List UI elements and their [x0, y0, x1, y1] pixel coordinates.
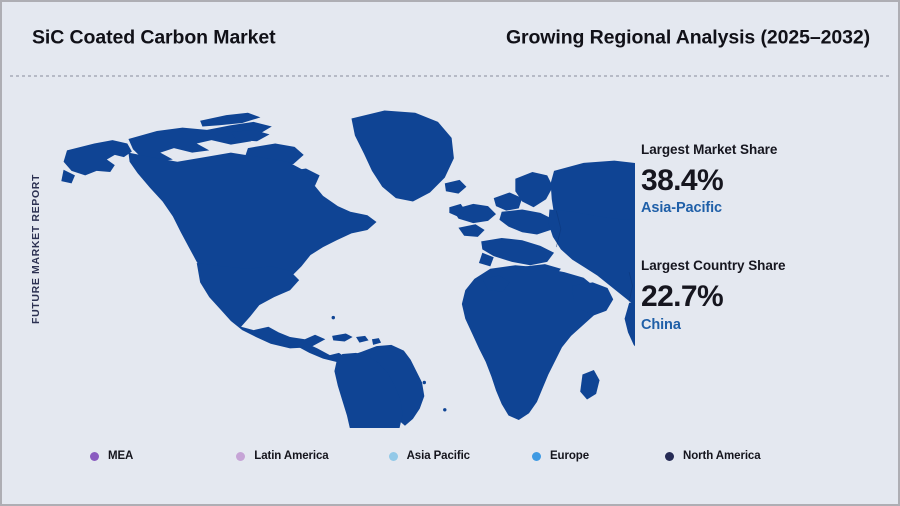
- legend-item-asia-pacific: Asia Pacific: [388, 450, 470, 462]
- stat-value: 38.4%: [641, 164, 724, 197]
- header-subtitle: Growing Regional Analysis (2025–2032): [505, 26, 870, 49]
- stat-subtitle: Asia-Pacific: [641, 200, 723, 217]
- map-legend: MEA Latin America Asia Pacific Europe No…: [90, 450, 761, 462]
- map-landmasses: [61, 110, 635, 428]
- stat-label: Largest Country Share: [641, 258, 786, 274]
- map-internal-borders: [555, 210, 633, 302]
- world-map-svg: [61, 110, 635, 428]
- legend-label: MEA: [108, 450, 134, 462]
- legend-item-latin-america: Latin America: [236, 450, 329, 462]
- legend-item-north-america: North America: [664, 450, 761, 462]
- legend-dot-icon: [664, 451, 674, 461]
- page-title: SiC Coated Carbon Market: [32, 26, 276, 49]
- legend-dot-icon: [531, 451, 541, 461]
- legend-label: Latin America: [254, 450, 329, 462]
- stat-label: Largest Market Share: [641, 142, 778, 157]
- legend-item-mea: MEA: [90, 450, 133, 462]
- legend-dot-icon: [388, 451, 398, 461]
- legend-item-europe: Europe: [531, 450, 589, 462]
- stat-subtitle: China: [641, 316, 681, 333]
- stat-value: 22.7%: [641, 280, 724, 314]
- stat-block-country-share: Largest Country Share 22.7% China: [641, 258, 891, 332]
- world-map: [60, 98, 635, 428]
- stat-block-market-share: Largest Market Share 38.4% Asia-Pacific: [641, 142, 891, 216]
- stats-panel: Largest Market Share 38.4% Asia-Pacific …: [641, 142, 891, 333]
- legend-dot-icon: [236, 451, 246, 461]
- header-divider: [10, 75, 890, 77]
- legend-label: Europe: [549, 450, 589, 462]
- brand-watermark: FUTURE MARKET REPORT: [30, 173, 42, 324]
- legend-label: North America: [682, 450, 761, 462]
- legend-dot-icon: [90, 451, 99, 461]
- header: SiC Coated Carbon Market Growing Regiona…: [2, 2, 898, 77]
- legend-label: Asia Pacific: [406, 450, 470, 462]
